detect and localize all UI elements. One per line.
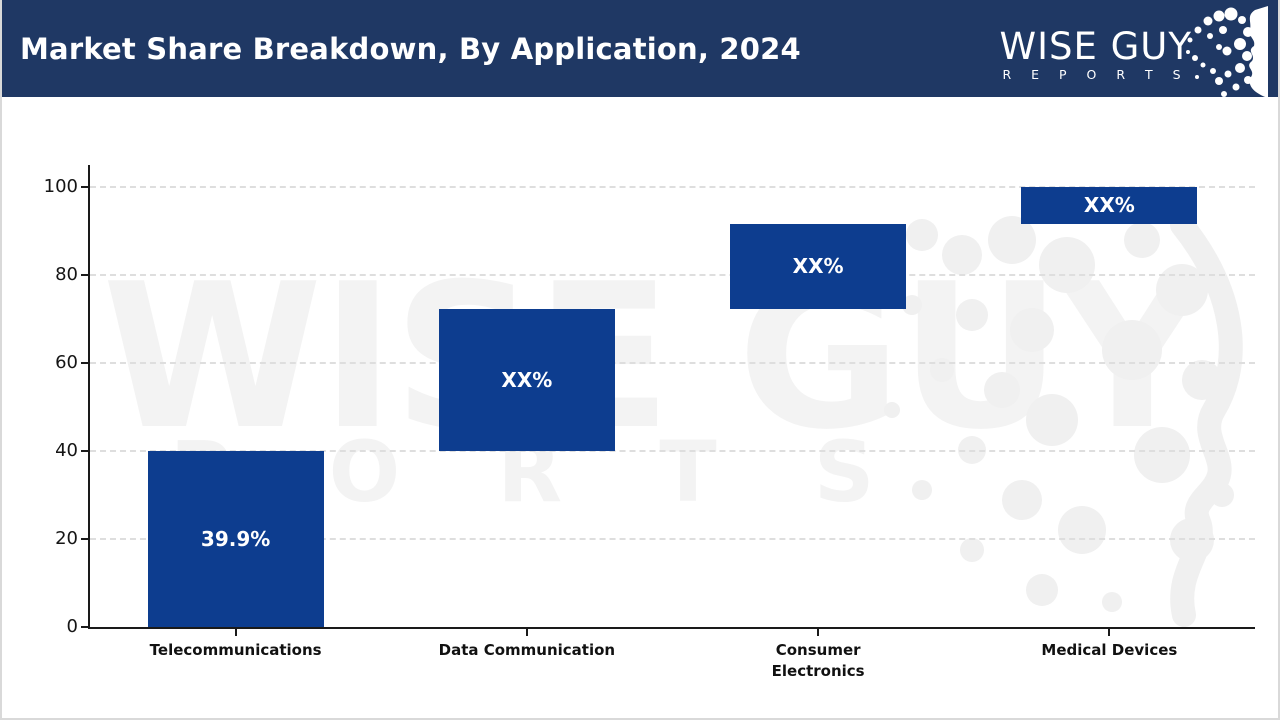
- category-label-consumer-electronics: Consumer Electronics: [771, 641, 865, 680]
- y-axis-tick-label: 80: [55, 264, 78, 285]
- category-label-medical-devices: Medical Devices: [1041, 641, 1178, 659]
- y-axis-tick: [81, 626, 88, 628]
- gridline: [90, 186, 1255, 188]
- y-axis-tick: [81, 538, 88, 540]
- gridline: [90, 450, 1255, 452]
- gridline: [90, 362, 1255, 364]
- bar-value-label: XX%: [792, 254, 844, 279]
- x-axis-tick: [1108, 629, 1111, 636]
- logo-reports-label: R E P O R T S: [1002, 67, 1189, 83]
- bar-data-communication: XX%: [438, 308, 615, 452]
- y-axis-tick: [81, 450, 88, 452]
- x-axis-tick: [234, 629, 237, 636]
- logo-wiseguy-label: WISE GUY: [999, 24, 1192, 68]
- watermark-face-dots-icon: [870, 213, 1243, 627]
- bar-value-label: 39.9%: [200, 527, 271, 552]
- x-axis-tick: [525, 629, 528, 636]
- bar-value-label: XX%: [1083, 193, 1135, 218]
- y-axis-tick: [81, 186, 88, 188]
- y-axis-tick-label: 20: [55, 528, 78, 549]
- bar-consumer-electronics: XX%: [730, 223, 907, 309]
- watermark-text-wiseguy: WISE GUY: [102, 241, 1205, 474]
- bar-telecommunications: 39.9%: [147, 451, 324, 627]
- y-axis-tick-label: 0: [66, 616, 78, 637]
- category-label-telecommunications: Telecommunications: [149, 641, 322, 659]
- y-axis-tick-label: 40: [55, 440, 78, 461]
- gridline: [90, 538, 1255, 540]
- logo-face-icon: [1186, 6, 1268, 98]
- bar-value-label: XX%: [501, 368, 553, 393]
- wiseguy-logo: WISE GUY R E P O R T S: [1000, 6, 1268, 98]
- x-axis-tick: [817, 629, 820, 636]
- header-bar: Market Share Breakdown, By Application, …: [2, 0, 1278, 98]
- x-axis-line: [88, 627, 1255, 629]
- logo-text: WISE GUY R E P O R T S: [999, 24, 1192, 83]
- y-axis-tick: [81, 362, 88, 364]
- y-axis-tick: [81, 274, 88, 276]
- gridline: [90, 274, 1255, 276]
- y-axis-tick-label: 60: [55, 352, 78, 373]
- chart-title: Market Share Breakdown, By Application, …: [20, 31, 801, 66]
- category-label-data-communication: Data Communication: [438, 641, 616, 659]
- y-axis-tick-label: 100: [43, 176, 78, 197]
- y-axis-line: [88, 165, 90, 629]
- bar-medical-devices: XX%: [1021, 187, 1198, 224]
